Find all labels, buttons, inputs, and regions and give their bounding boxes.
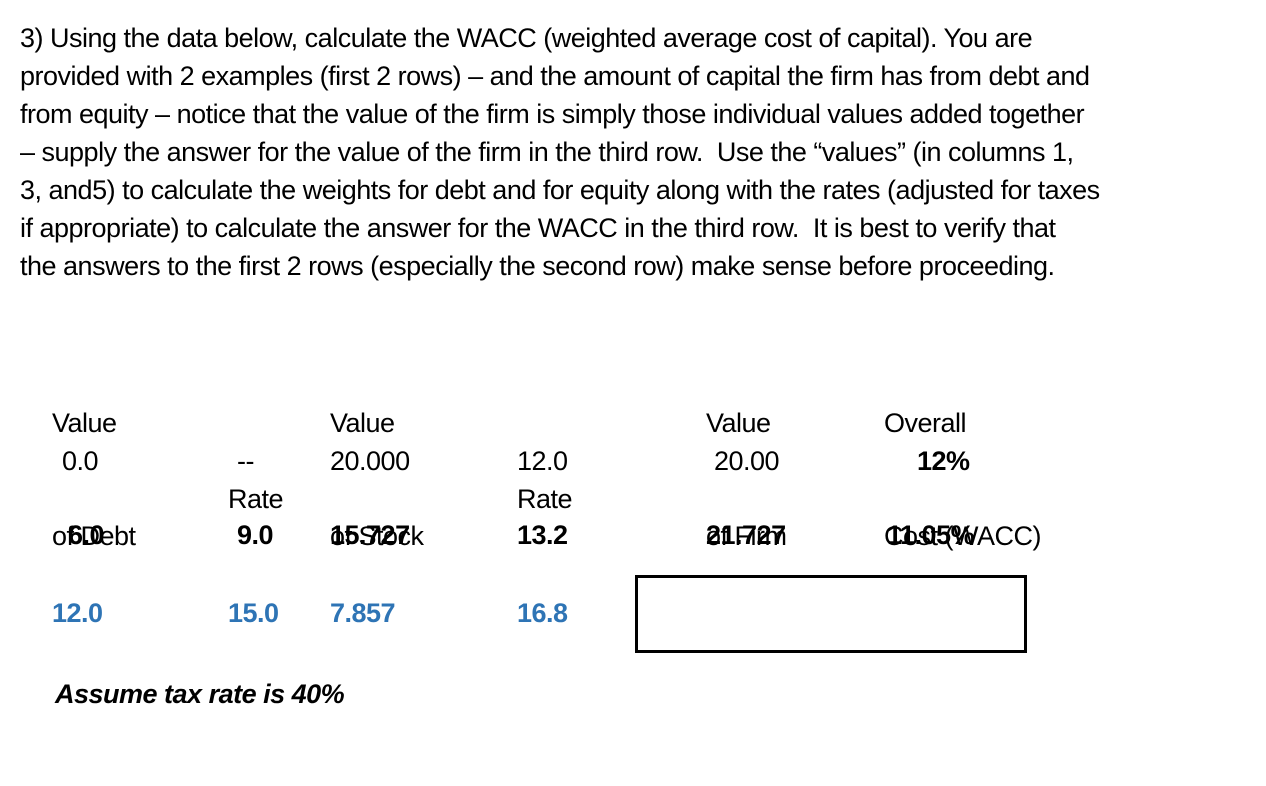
header-overall-cost-wacc: Overall Cost (WACC) — [884, 329, 1042, 631]
header-line: Value — [706, 408, 771, 438]
header-line: Overall — [884, 408, 967, 438]
header-line: Cost (WACC) — [884, 521, 1042, 551]
table-header-row: Value of Debt Rate Value of Stock Rate V… — [0, 329, 1266, 551]
tax-rate-note: Assume tax rate is 40% — [55, 679, 345, 709]
problem-text-line: if appropriate) to calculate the answer … — [20, 213, 1056, 243]
header-line: Rate — [228, 484, 284, 514]
header-line: Value — [52, 408, 117, 438]
cell-stock-rate: 12.0 — [517, 446, 568, 476]
problem-text-line: the answers to the first 2 rows (especia… — [20, 251, 1055, 281]
cell-overall-cost-wacc: 11.05% — [887, 520, 975, 550]
header-value-of-stock: Value of Stock — [330, 329, 424, 631]
cell-stock-rate: 13.2 — [517, 520, 568, 550]
cell-debt-rate: 9.0 — [237, 520, 274, 550]
header-value-of-firm: Value of Firm — [706, 329, 787, 631]
header-stock-rate: Rate — [517, 329, 573, 594]
table-row: 0.0 -- 20.000 12.0 20.00 12% — [0, 442, 1266, 480]
table-row: 12.0 15.0 7.857 16.8 — [0, 594, 1266, 632]
header-line: Rate — [517, 484, 573, 514]
problem-text-line: from equity – notice that the value of t… — [20, 99, 1085, 129]
cell-value-of-stock: 15.727 — [330, 520, 410, 550]
problem-text-line: 3) Using the data below, calculate the W… — [20, 23, 1033, 53]
cell-stock-rate: 16.8 — [517, 598, 568, 628]
problem-text-line: provided with 2 examples (first 2 rows) … — [20, 61, 1090, 91]
cell-value-of-stock: 20.000 — [330, 446, 410, 476]
cell-value-of-stock: 7.857 — [330, 598, 396, 628]
table-row: 6.0 9.0 15.727 13.2 21.727 11.05% — [0, 516, 1266, 554]
header-line: of Debt — [52, 521, 136, 551]
problem-statement: 3) Using the data below, calculate the W… — [20, 19, 1100, 285]
cell-debt-rate: -- — [237, 446, 254, 476]
cell-value-of-debt: 6.0 — [68, 520, 105, 550]
cell-value-of-firm: 21.727 — [706, 520, 786, 550]
cell-value-of-debt: 12.0 — [52, 598, 103, 628]
header-debt-rate: Rate — [228, 329, 284, 594]
header-line: of Firm — [706, 521, 787, 551]
cell-value-of-firm: 20.00 — [714, 446, 780, 476]
cell-value-of-debt: 0.0 — [62, 446, 99, 476]
cell-overall-cost-wacc: 12% — [917, 446, 970, 476]
cell-debt-rate: 15.0 — [228, 598, 279, 628]
problem-text-line: – supply the answer for the value of the… — [20, 137, 1074, 167]
header-line: of Stock — [330, 521, 424, 551]
problem-text-line: 3, and5) to calculate the weights for de… — [20, 175, 1100, 205]
header-line: Value — [330, 408, 395, 438]
header-value-of-debt: Value of Debt — [52, 329, 136, 631]
wacc-answer-box[interactable] — [635, 575, 1027, 653]
